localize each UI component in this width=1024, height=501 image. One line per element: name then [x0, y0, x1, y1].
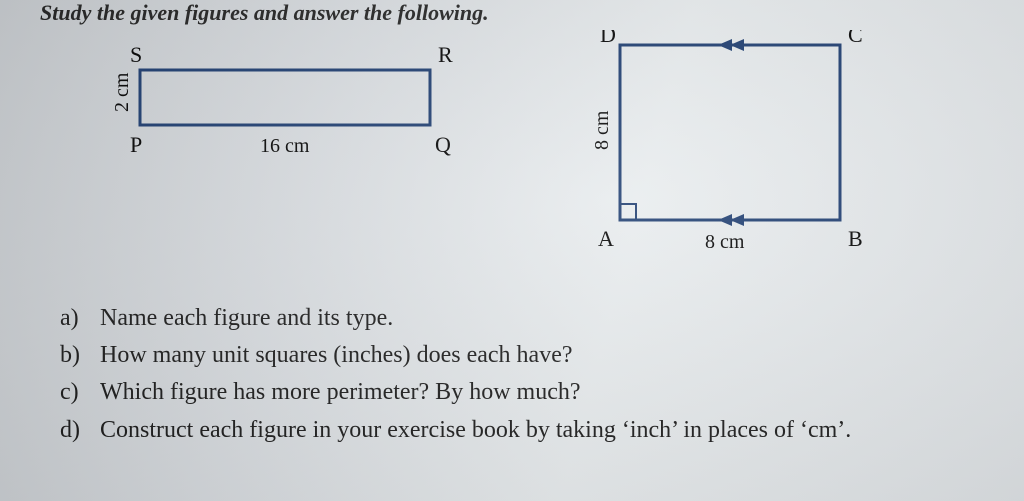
arrow-top-1: [718, 39, 732, 51]
right-angle-marker: [620, 204, 636, 220]
vertex-a: A: [598, 226, 614, 251]
vertex-s: S: [130, 42, 142, 67]
question-text: Name each figure and its type.: [100, 300, 994, 337]
vertex-b: B: [848, 226, 863, 251]
arrow-bottom-2: [730, 214, 744, 226]
question-item: d) Construct each figure in your exercis…: [60, 412, 994, 449]
header-fragment: Study the given figures and answer the f…: [40, 0, 984, 26]
rect-abcd: [620, 45, 840, 220]
question-item: a) Name each figure and its type.: [60, 300, 994, 337]
rect2-height-label: 8 cm: [591, 110, 613, 150]
figure-square-abcd: D C A B 8 cm 8 cm: [591, 30, 863, 253]
rect1-width-label: 16 cm: [260, 135, 310, 157]
figures-area: S R P Q 16 cm 2 cm D C: [0, 30, 1024, 290]
figures-svg: S R P Q 16 cm 2 cm D C: [0, 30, 1024, 290]
vertex-c: C: [848, 30, 863, 47]
figure-rectangle-pqrs: S R P Q 16 cm 2 cm: [111, 42, 453, 157]
question-text: How many unit squares (inches) does each…: [100, 337, 994, 374]
rect-pqrs: [140, 70, 430, 125]
vertex-p: P: [130, 132, 142, 157]
question-marker: b): [60, 337, 100, 374]
vertex-d: D: [600, 30, 616, 47]
question-item: b) How many unit squares (inches) does e…: [60, 337, 994, 374]
vertex-q: Q: [435, 132, 451, 157]
question-text: Construct each figure in your exercise b…: [100, 412, 994, 449]
vertex-r: R: [438, 42, 453, 67]
page: Study the given figures and answer the f…: [0, 0, 1024, 501]
arrow-bottom-1: [718, 214, 732, 226]
question-list: a) Name each figure and its type. b) How…: [60, 300, 994, 449]
question-text: Which figure has more perimeter? By how …: [100, 374, 994, 411]
question-item: c) Which figure has more perimeter? By h…: [60, 374, 994, 411]
question-marker: c): [60, 374, 100, 411]
rect2-width-label: 8 cm: [705, 231, 745, 253]
rect1-height-label: 2 cm: [111, 72, 133, 112]
arrow-top-2: [730, 39, 744, 51]
question-marker: d): [60, 412, 100, 449]
question-marker: a): [60, 300, 100, 337]
